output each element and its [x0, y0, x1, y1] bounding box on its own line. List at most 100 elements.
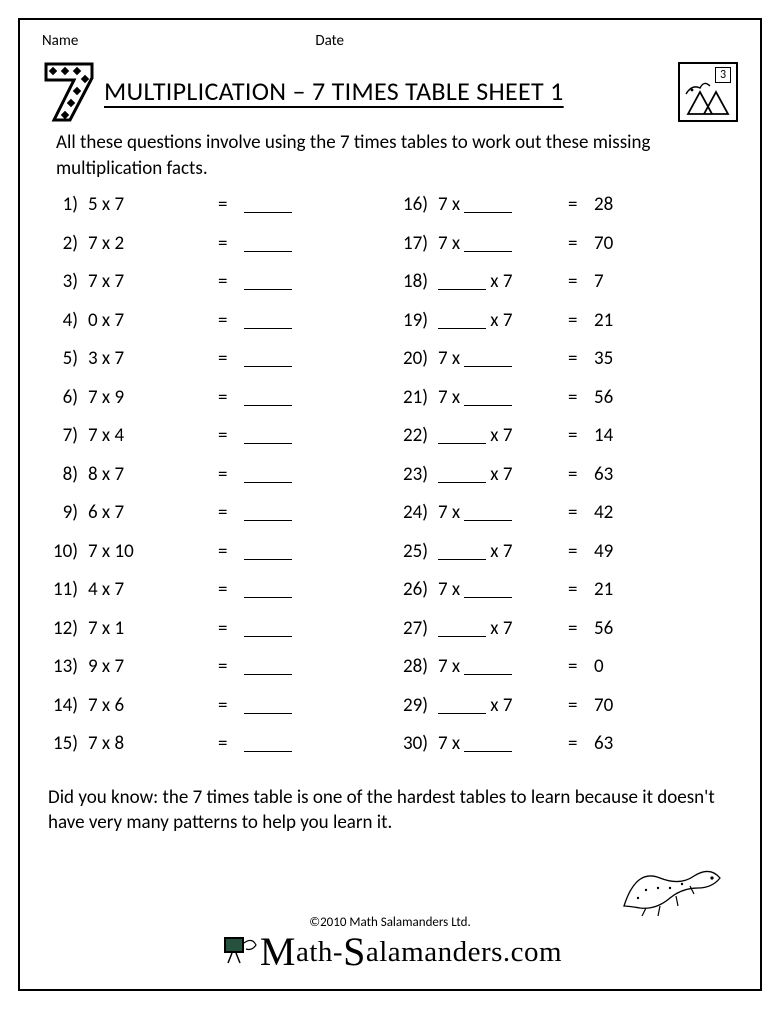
- problem-number: 5): [44, 347, 88, 370]
- answer-blank[interactable]: [244, 463, 388, 486]
- answer-blank[interactable]: [244, 617, 388, 640]
- problem-expression: x 7: [438, 463, 568, 486]
- problem-expression: 9 x 7: [88, 655, 218, 678]
- answer-blank[interactable]: [244, 501, 388, 524]
- equals-sign: =: [568, 386, 594, 409]
- operand-blank[interactable]: [438, 273, 486, 290]
- problem-expression: 7 x: [438, 732, 568, 755]
- operand-blank[interactable]: [438, 543, 486, 560]
- equals-sign: =: [218, 463, 244, 486]
- answer-blank[interactable]: [244, 347, 388, 370]
- result-value: 0: [594, 655, 738, 678]
- result-value: 14: [594, 424, 738, 447]
- operand-blank[interactable]: [464, 235, 512, 252]
- problem-expression: 4 x 7: [88, 578, 218, 601]
- problem-row: 1)5 x 7=: [44, 193, 388, 232]
- answer-blank[interactable]: [244, 540, 388, 563]
- instructions-text: All these questions involve using the 7 …: [56, 130, 738, 181]
- equals-sign: =: [568, 694, 594, 717]
- operand-blank[interactable]: [464, 658, 512, 675]
- problem-row: 10)7 x 10=: [44, 540, 388, 579]
- problem-row: 28)7 x =0: [394, 655, 738, 694]
- result-value: 70: [594, 694, 738, 717]
- equals-sign: =: [218, 309, 244, 332]
- problem-number: 15): [44, 732, 88, 755]
- problem-number: 29): [394, 694, 438, 717]
- problem-row: 30)7 x =63: [394, 732, 738, 771]
- problem-row: 12)7 x 1=: [44, 617, 388, 656]
- problem-number: 21): [394, 386, 438, 409]
- equals-sign: =: [568, 270, 594, 293]
- answer-blank[interactable]: [244, 270, 388, 293]
- result-value: 49: [594, 540, 738, 563]
- operand-blank[interactable]: [464, 581, 512, 598]
- problem-number: 7): [44, 424, 88, 447]
- header-row: MULTIPLICATION – 7 TIMES TABLE SHEET 1 3: [42, 60, 738, 124]
- problem-expression: x 7: [438, 540, 568, 563]
- problem-row: 27) x 7=56: [394, 617, 738, 656]
- equals-sign: =: [568, 193, 594, 216]
- equals-sign: =: [568, 232, 594, 255]
- operand-blank[interactable]: [438, 697, 486, 714]
- problem-expression: 7 x 1: [88, 617, 218, 640]
- problem-row: 2)7 x 2=: [44, 232, 388, 271]
- equals-sign: =: [568, 347, 594, 370]
- problem-expression: 7 x 6: [88, 694, 218, 717]
- equals-sign: =: [218, 270, 244, 293]
- problem-number: 18): [394, 270, 438, 293]
- equals-sign: =: [568, 732, 594, 755]
- problem-row: 13)9 x 7=: [44, 655, 388, 694]
- problem-number: 23): [394, 463, 438, 486]
- answer-blank[interactable]: [244, 578, 388, 601]
- problem-row: 16)7 x =28: [394, 193, 738, 232]
- answer-blank[interactable]: [244, 732, 388, 755]
- operand-blank[interactable]: [464, 196, 512, 213]
- problem-number: 11): [44, 578, 88, 601]
- problem-expression: 7 x: [438, 655, 568, 678]
- operand-blank[interactable]: [438, 427, 486, 444]
- operand-blank[interactable]: [464, 735, 512, 752]
- problem-row: 21)7 x =56: [394, 386, 738, 425]
- problem-expression: 7 x: [438, 232, 568, 255]
- problem-expression: 7 x 10: [88, 540, 218, 563]
- problem-row: 7)7 x 4=: [44, 424, 388, 463]
- equals-sign: =: [218, 655, 244, 678]
- answer-blank[interactable]: [244, 309, 388, 332]
- problem-row: 6)7 x 9=: [44, 386, 388, 425]
- worksheet-page: Name Date MULTIPLICAT: [0, 0, 780, 1009]
- problem-number: 9): [44, 501, 88, 524]
- problem-number: 14): [44, 694, 88, 717]
- problem-expression: 0 x 7: [88, 309, 218, 332]
- equals-sign: =: [218, 424, 244, 447]
- problem-number: 6): [44, 386, 88, 409]
- answer-blank[interactable]: [244, 193, 388, 216]
- problem-number: 16): [394, 193, 438, 216]
- big-seven-icon: [42, 60, 98, 124]
- answer-blank[interactable]: [244, 694, 388, 717]
- problem-expression: x 7: [438, 424, 568, 447]
- operand-blank[interactable]: [464, 350, 512, 367]
- problem-number: 26): [394, 578, 438, 601]
- result-value: 21: [594, 309, 738, 332]
- problem-expression: x 7: [438, 617, 568, 640]
- equals-sign: =: [218, 732, 244, 755]
- answer-blank[interactable]: [244, 386, 388, 409]
- answer-blank[interactable]: [244, 424, 388, 447]
- operand-blank[interactable]: [438, 466, 486, 483]
- operand-blank[interactable]: [464, 504, 512, 521]
- result-value: 35: [594, 347, 738, 370]
- result-value: 70: [594, 232, 738, 255]
- equals-sign: =: [218, 578, 244, 601]
- result-value: 56: [594, 386, 738, 409]
- problem-number: 8): [44, 463, 88, 486]
- equals-sign: =: [568, 540, 594, 563]
- operand-blank[interactable]: [438, 312, 486, 329]
- problem-number: 30): [394, 732, 438, 755]
- answer-blank[interactable]: [244, 655, 388, 678]
- problem-row: 29) x 7=70: [394, 694, 738, 733]
- problem-expression: 7 x 8: [88, 732, 218, 755]
- operand-blank[interactable]: [438, 620, 486, 637]
- answer-blank[interactable]: [244, 232, 388, 255]
- operand-blank[interactable]: [464, 389, 512, 406]
- problem-row: 15)7 x 8=: [44, 732, 388, 771]
